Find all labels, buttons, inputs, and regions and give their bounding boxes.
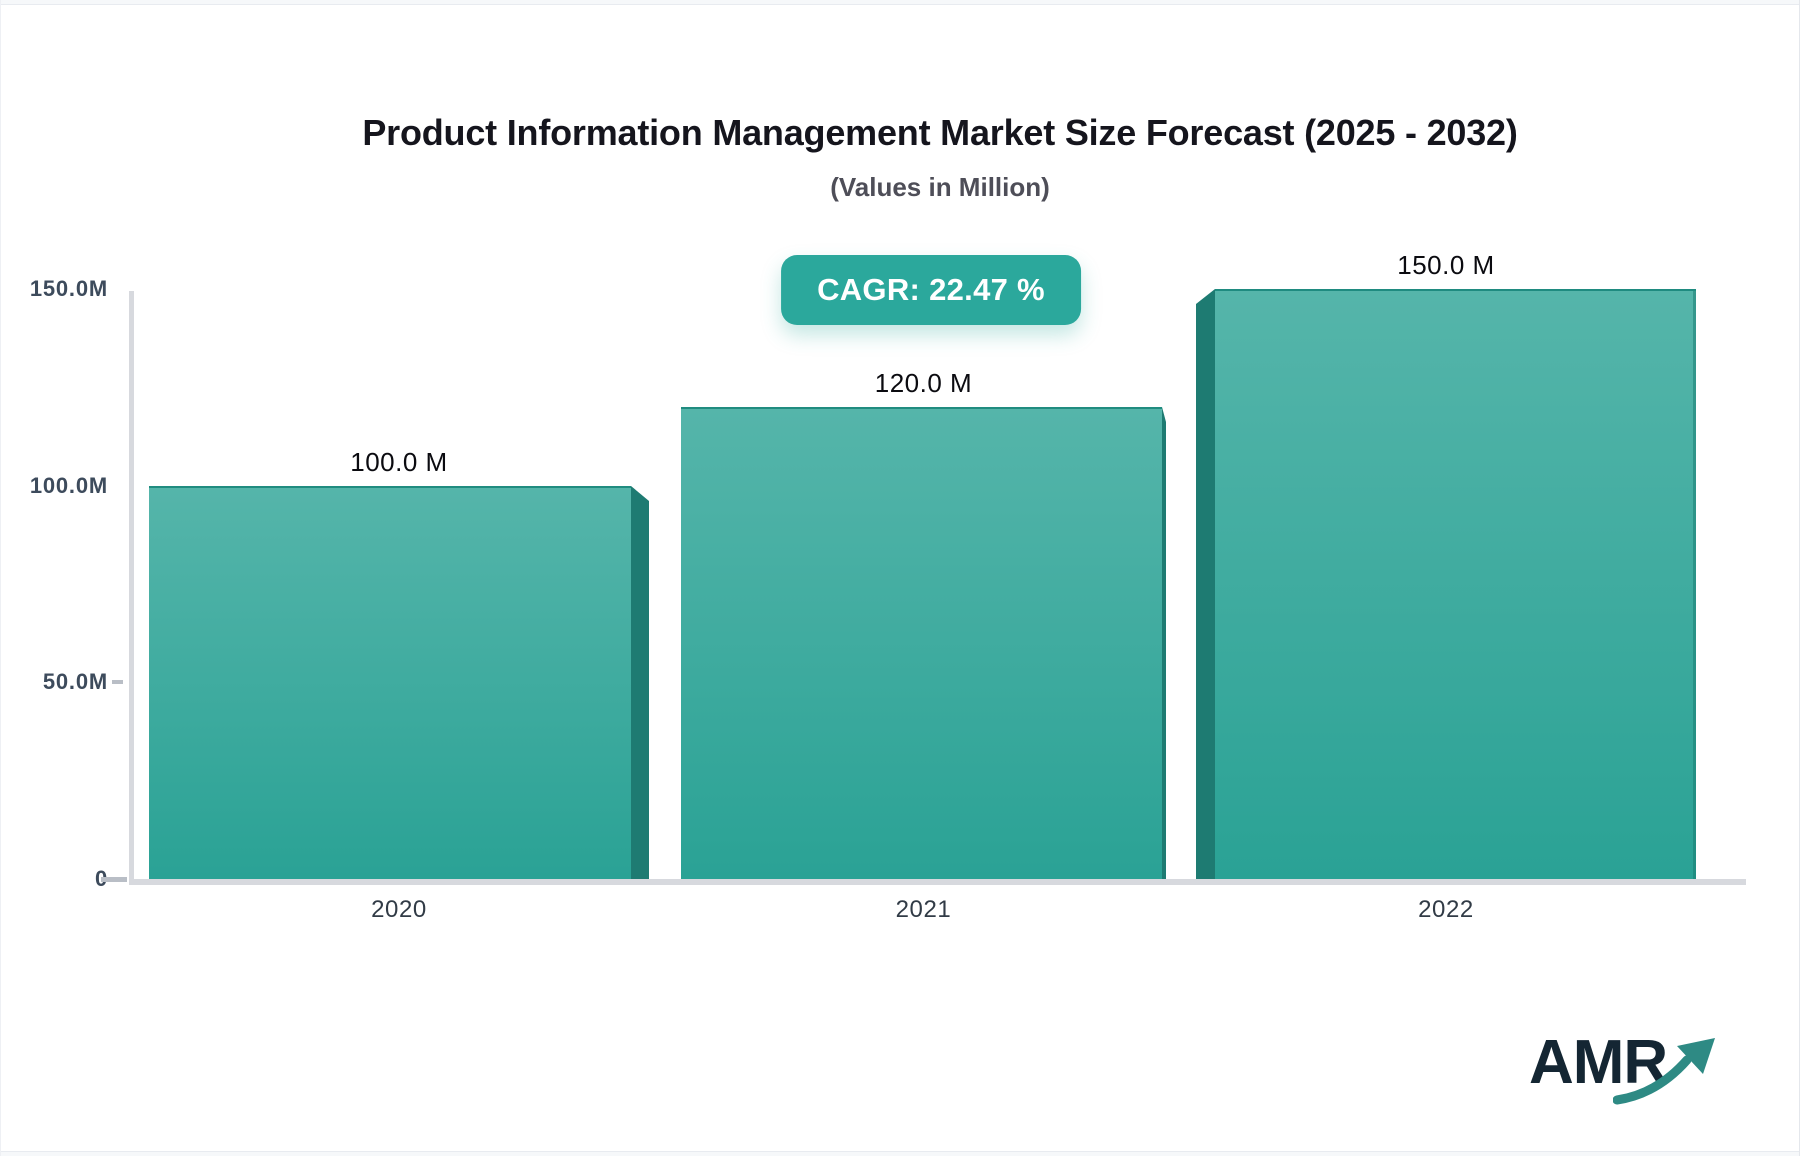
chart-subtitle: (Values in Million) [830,172,1050,202]
bar-face[interactable] [149,486,631,879]
bar-2021[interactable]: 120.0 M [681,368,1166,879]
y-tick-mark [112,680,123,684]
y-tick-mark [101,877,127,882]
x-axis-line [129,879,1746,885]
y-axis-labels: 150.0M 100.0M 50.0M 0 [1,0,108,1156]
bar-2020[interactable]: 100.0 M [149,447,649,879]
bar-side-shade [1196,289,1215,879]
bar-value-label: 100.0 M [350,447,448,477]
cagr-badge: CAGR: 22.47 % [781,255,1081,325]
growth-arrow-icon [1613,1038,1715,1105]
brand-text: AMR [1529,1028,1668,1097]
bar-value-label: 120.0 M [874,368,973,398]
bar-side-shade [631,486,649,879]
y-tick-label-50.0M: 50.0M [42,669,108,694]
bar-side-shade [1162,407,1166,879]
y-tick-label-0: 0 [1,864,108,894]
y-axis-line [129,291,134,885]
bar-face[interactable] [681,407,1162,879]
page-bottom-border [1,1151,1799,1156]
x-tick-label-2020: 2020 [371,896,427,923]
plot-area: 100.0 M 120.0 M 150.0 M [134,250,1746,879]
y-tick-label-100.0M: 100.0M [29,473,108,498]
chart-title: Product Information Management Market Si… [362,112,1518,153]
x-tick-label-2021: 2021 [895,896,952,923]
brand-logo: AMR [1529,1032,1749,1112]
x-tick-label-2022: 2022 [1418,896,1474,923]
y-tick-label-150.0M: 150.0M [29,276,108,301]
x-axis-labels: 2020 2021 2022 [134,896,1746,930]
bar-2022[interactable]: 150.0 M [1196,250,1696,879]
bar-face[interactable] [1215,289,1696,879]
page-top-border [1,0,1799,5]
bar-value-label: 150.0 M [1397,250,1495,280]
